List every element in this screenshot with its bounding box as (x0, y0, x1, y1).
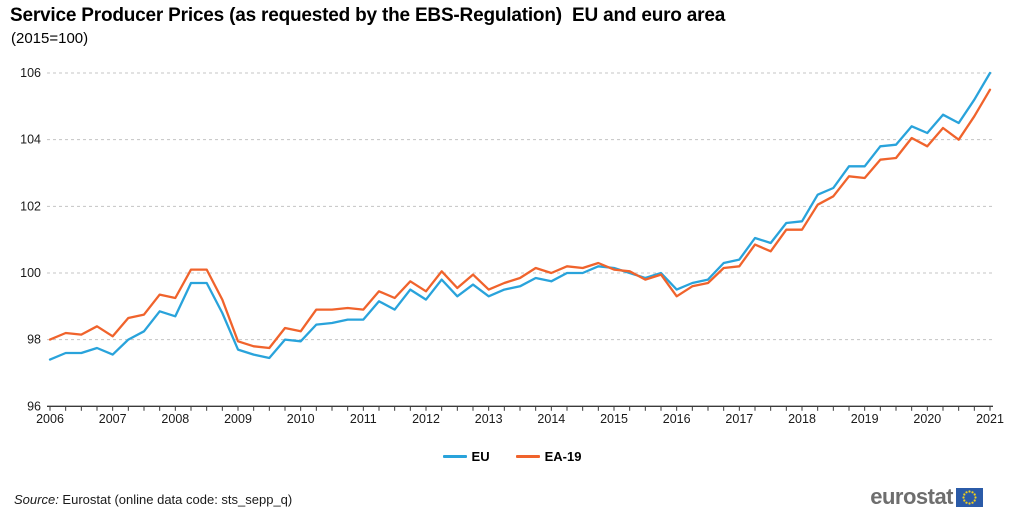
legend-label-eu: EU (471, 449, 490, 464)
ea19-line (48, 88, 992, 350)
legend-item-ea19: EA-19 (515, 449, 582, 464)
eu-flag-icon (956, 487, 983, 507)
eurostat-logo: eurostat (870, 486, 983, 508)
svg-text:2020: 2020 (913, 412, 941, 426)
svg-text:2010: 2010 (287, 412, 315, 426)
svg-text:2008: 2008 (161, 412, 189, 426)
eu-line-swatch (442, 455, 467, 458)
svg-text:98: 98 (27, 333, 41, 347)
legend-item-eu: EU (442, 449, 490, 464)
svg-text:2011: 2011 (350, 412, 377, 426)
eurostat-logo-text: eurostat (870, 484, 953, 509)
ea19-line-swatch (515, 455, 540, 458)
x-axis-labels: 2006 2007 2008 2009 2010 2011 2012 2013 2014 2015… (36, 412, 1004, 426)
source-text: Eurostat (online data code: sts_sepp_q) (58, 492, 293, 507)
svg-text:2006: 2006 (36, 412, 64, 426)
legend-label-ea19: EA-19 (544, 449, 582, 464)
svg-text:104: 104 (20, 133, 41, 147)
source-note: Source: Eurostat (online data code: sts_… (14, 492, 292, 507)
chart-title: Service Producer Prices (as requested by… (10, 5, 726, 26)
eu-line (48, 71, 992, 361)
chart-subtitle: (2015=100) (11, 30, 89, 47)
y-axis-labels: 96 98 100 102 104 106 (20, 66, 41, 413)
svg-text:2013: 2013 (475, 412, 503, 426)
source-label: Source: (14, 492, 59, 507)
svg-text:2018: 2018 (788, 412, 816, 426)
svg-text:102: 102 (20, 199, 41, 213)
svg-text:2014: 2014 (537, 412, 565, 426)
svg-text:2017: 2017 (725, 412, 753, 426)
svg-text:2015: 2015 (600, 412, 628, 426)
svg-text:2009: 2009 (224, 412, 252, 426)
svg-text:2019: 2019 (851, 412, 879, 426)
gridlines (47, 72, 993, 341)
line-chart: 96 98 100 102 104 106 2006 2007 2008 2009 2010 2011… (20, 66, 1004, 426)
x-axis (47, 405, 993, 411)
svg-text:106: 106 (20, 66, 41, 80)
svg-text:2016: 2016 (663, 412, 691, 426)
svg-text:2007: 2007 (99, 412, 127, 426)
svg-text:2012: 2012 (412, 412, 440, 426)
svg-text:96: 96 (27, 399, 41, 413)
svg-text:100: 100 (20, 266, 41, 280)
svg-text:2021: 2021 (976, 412, 1004, 426)
legend: EU EA-19 (0, 449, 1024, 464)
